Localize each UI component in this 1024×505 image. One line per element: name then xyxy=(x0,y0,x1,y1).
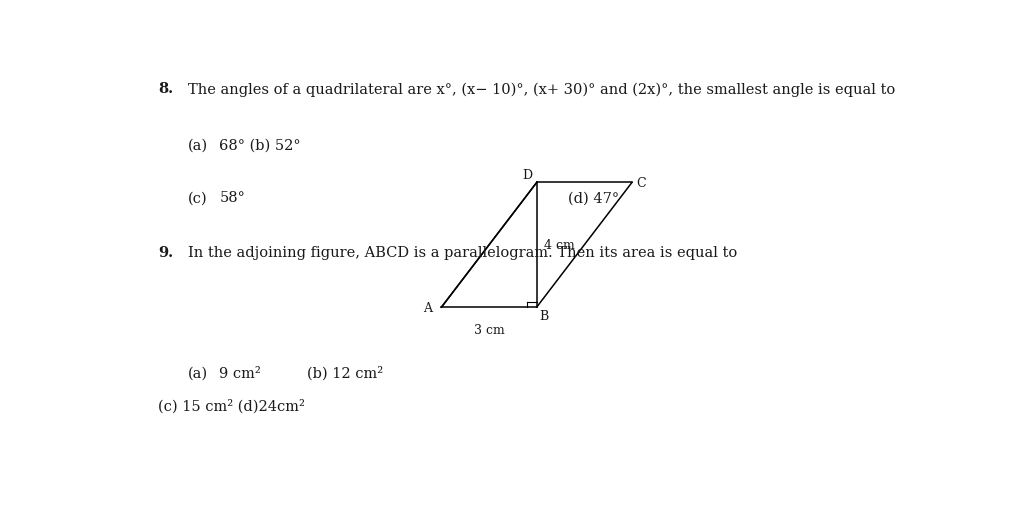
Text: D: D xyxy=(522,169,531,182)
Text: (c) 15 cm² (d)24cm²: (c) 15 cm² (d)24cm² xyxy=(158,399,305,413)
Text: 58°: 58° xyxy=(219,191,245,205)
Text: (b) 12 cm²: (b) 12 cm² xyxy=(306,366,383,380)
Text: 9.: 9. xyxy=(158,245,173,259)
Text: A: A xyxy=(423,301,432,314)
Text: The angles of a quadrilateral are x°, (x− 10)°, (x+ 30)° and (2x)°, the smallest: The angles of a quadrilateral are x°, (x… xyxy=(187,82,895,96)
Text: 8.: 8. xyxy=(158,82,173,96)
Text: 4 cm: 4 cm xyxy=(545,239,575,252)
Text: B: B xyxy=(540,310,549,323)
Text: C: C xyxy=(637,177,646,189)
Text: 3 cm: 3 cm xyxy=(474,323,505,336)
Text: In the adjoining figure, ABCD is a parallelogram. Then its area is equal to: In the adjoining figure, ABCD is a paral… xyxy=(187,245,737,259)
Text: (a): (a) xyxy=(187,138,208,153)
Text: (d) 47°: (d) 47° xyxy=(568,191,620,205)
Text: (a): (a) xyxy=(187,366,208,380)
Text: 68° (b) 52°: 68° (b) 52° xyxy=(219,138,301,153)
Text: 9 cm²: 9 cm² xyxy=(219,366,261,380)
Text: (c): (c) xyxy=(187,191,207,205)
